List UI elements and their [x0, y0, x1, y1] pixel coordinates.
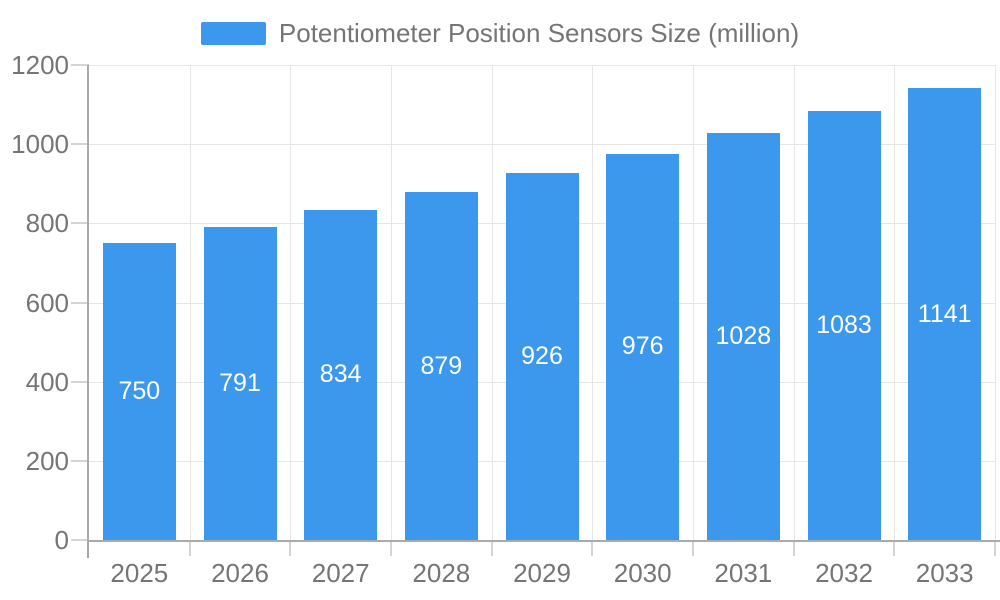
x-axis-tick-label: 2027: [311, 558, 370, 588]
gridline-vertical: [491, 65, 493, 540]
x-axis-tick: [591, 540, 594, 556]
bar-value-label: 879: [420, 351, 463, 380]
y-axis-tick: [71, 222, 89, 225]
y-axis-tick-label: 200: [25, 445, 69, 476]
gridline-horizontal: [89, 144, 995, 146]
y-axis-tick: [71, 301, 89, 304]
x-axis-tick-label: 2025: [110, 558, 169, 588]
bar[interactable]: [606, 153, 680, 540]
gridline-vertical: [592, 65, 594, 540]
y-axis-tick-label: 1200: [11, 50, 69, 80]
legend: Potentiometer Position Sensors Size (mil…: [0, 18, 1000, 48]
y-axis-tick: [71, 380, 89, 383]
x-axis-tick-label: 2028: [412, 558, 471, 588]
gridline-vertical: [189, 65, 191, 540]
y-axis-tick: [71, 143, 89, 146]
y-axis-tick-label: 600: [25, 287, 69, 318]
x-axis-tick-label: 2031: [714, 558, 773, 588]
bar[interactable]: [404, 192, 478, 540]
gridline-horizontal: [89, 65, 995, 66]
gridline-vertical: [693, 65, 694, 540]
x-axis-tick: [994, 540, 996, 556]
bar-value-label: 791: [219, 368, 261, 397]
bar[interactable]: [908, 88, 982, 540]
gridline-vertical: [995, 65, 996, 540]
x-axis-tick: [289, 540, 292, 556]
gridline-vertical: [793, 65, 795, 540]
x-axis-tick: [490, 540, 493, 556]
bar[interactable]: [505, 173, 579, 540]
y-axis-tick: [71, 64, 89, 66]
x-axis-tick: [893, 540, 896, 556]
bar[interactable]: [304, 209, 378, 540]
x-axis-tick: [692, 540, 694, 556]
y-axis-tick: [71, 539, 89, 541]
x-axis-line: [87, 540, 1000, 542]
bar[interactable]: [807, 111, 881, 540]
y-axis-tick: [71, 459, 89, 462]
y-axis-tick-label: 400: [25, 366, 69, 397]
bar-value-label: 1028: [715, 322, 772, 351]
gridline-vertical: [391, 65, 392, 540]
y-axis-tick-label: 0: [54, 525, 69, 555]
y-axis-tick-label: 1000: [11, 129, 69, 160]
x-axis-tick: [188, 540, 191, 556]
bar[interactable]: [706, 133, 780, 540]
x-axis-tick-label: 2033: [915, 558, 974, 588]
x-axis-tick-label: 2032: [815, 558, 873, 588]
x-axis-tick-label: 2026: [211, 558, 269, 588]
bar-value-label: 976: [621, 332, 664, 361]
bar[interactable]: [203, 226, 277, 540]
x-axis-tick-label: 2029: [513, 558, 571, 588]
x-axis-tick-label: 2030: [613, 558, 672, 588]
bar-value-label: 834: [319, 360, 362, 389]
y-axis-tick-label: 800: [25, 208, 69, 239]
bar-value-label: 1141: [917, 299, 972, 328]
bar-value-label: 750: [118, 377, 161, 406]
x-axis-tick: [792, 540, 795, 556]
bar[interactable]: [102, 243, 176, 540]
y-axis-line: [87, 65, 89, 558]
legend-swatch[interactable]: [200, 21, 266, 45]
bar-value-label: 926: [521, 342, 563, 371]
legend-label[interactable]: Potentiometer Position Sensors Size (mil…: [278, 17, 800, 48]
gridline-vertical: [290, 65, 292, 540]
x-axis-tick: [390, 540, 392, 556]
bar-value-label: 1083: [816, 311, 872, 340]
gridline-vertical: [894, 65, 896, 540]
